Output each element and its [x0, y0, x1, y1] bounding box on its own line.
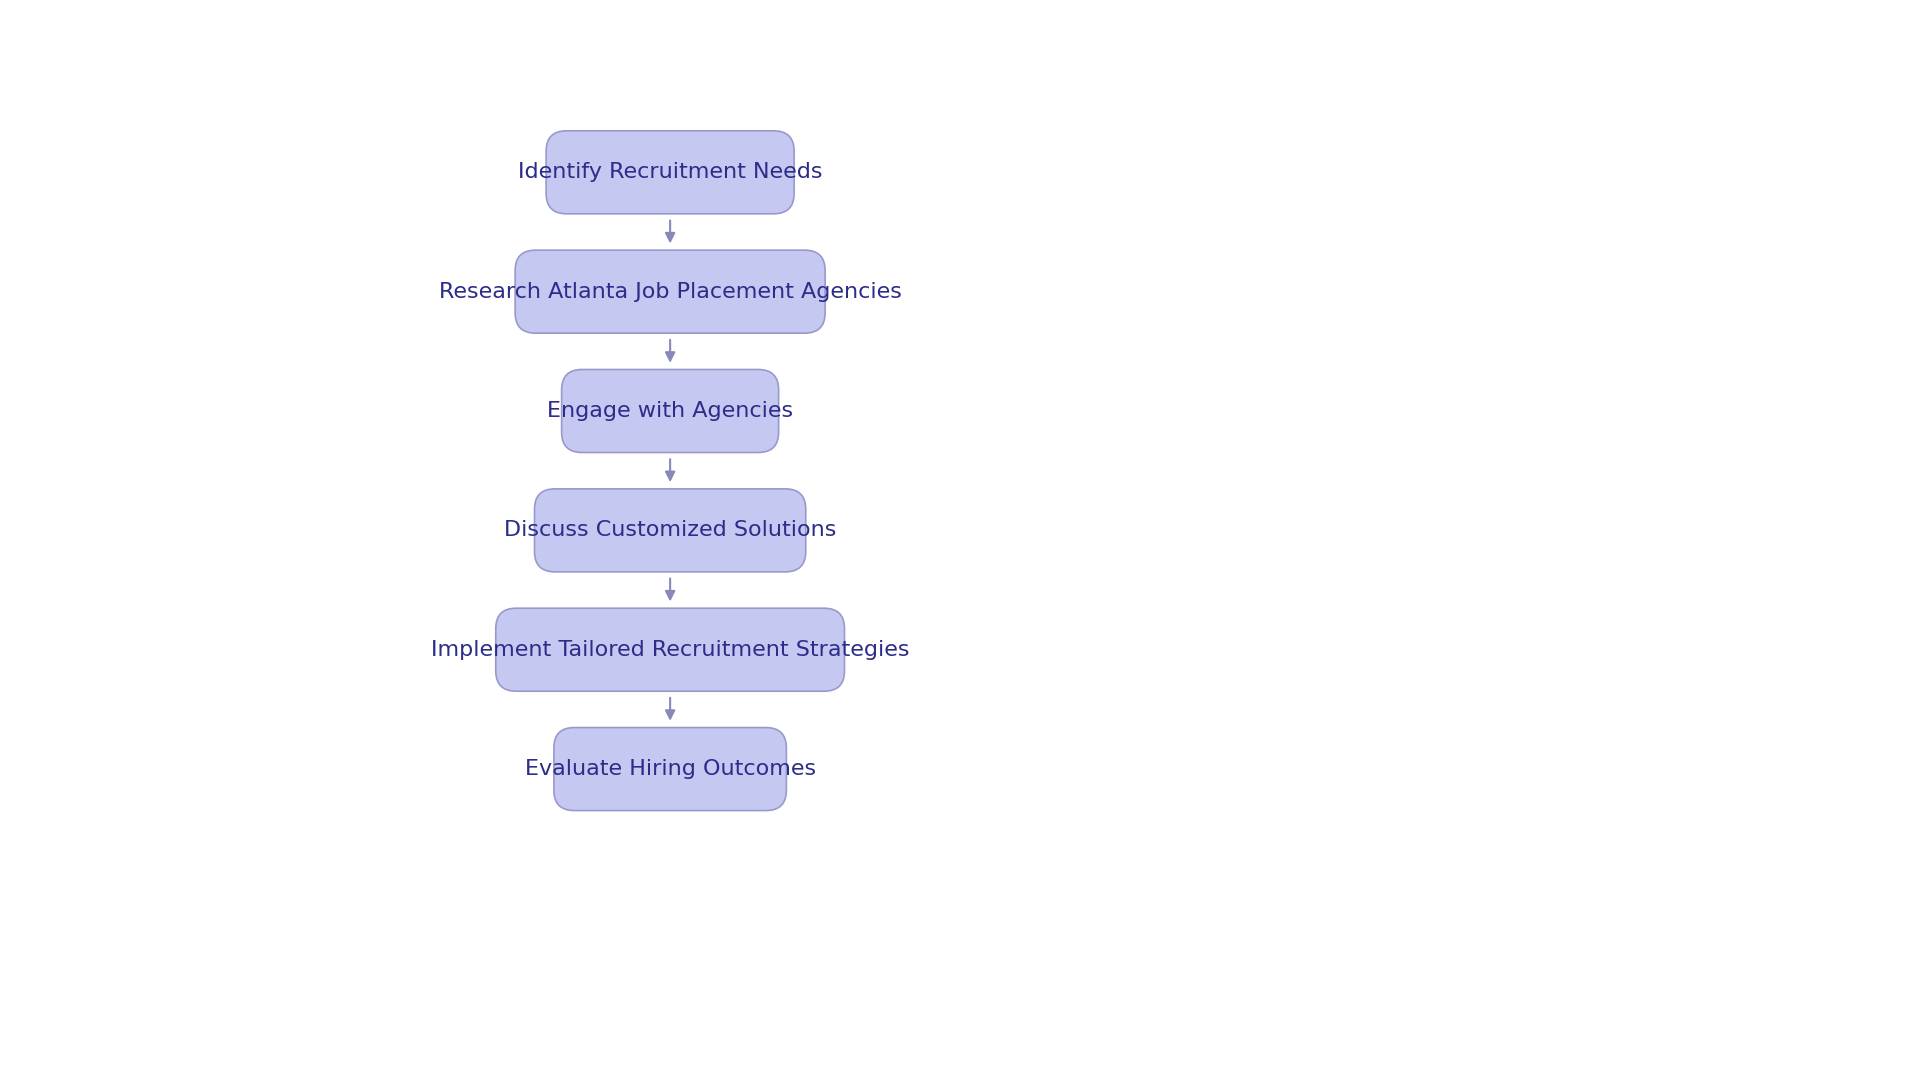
FancyBboxPatch shape	[553, 728, 787, 810]
FancyBboxPatch shape	[495, 609, 845, 691]
Text: Discuss Customized Solutions: Discuss Customized Solutions	[503, 520, 837, 540]
Text: Evaluate Hiring Outcomes: Evaluate Hiring Outcomes	[524, 759, 816, 779]
Text: Implement Tailored Recruitment Strategies: Implement Tailored Recruitment Strategie…	[430, 640, 910, 660]
FancyBboxPatch shape	[534, 488, 806, 572]
FancyBboxPatch shape	[515, 250, 826, 334]
FancyBboxPatch shape	[563, 369, 780, 453]
Text: Identify Recruitment Needs: Identify Recruitment Needs	[518, 162, 822, 182]
Text: Research Atlanta Job Placement Agencies: Research Atlanta Job Placement Agencies	[438, 282, 902, 302]
FancyBboxPatch shape	[545, 131, 795, 213]
Text: Engage with Agencies: Engage with Agencies	[547, 401, 793, 421]
